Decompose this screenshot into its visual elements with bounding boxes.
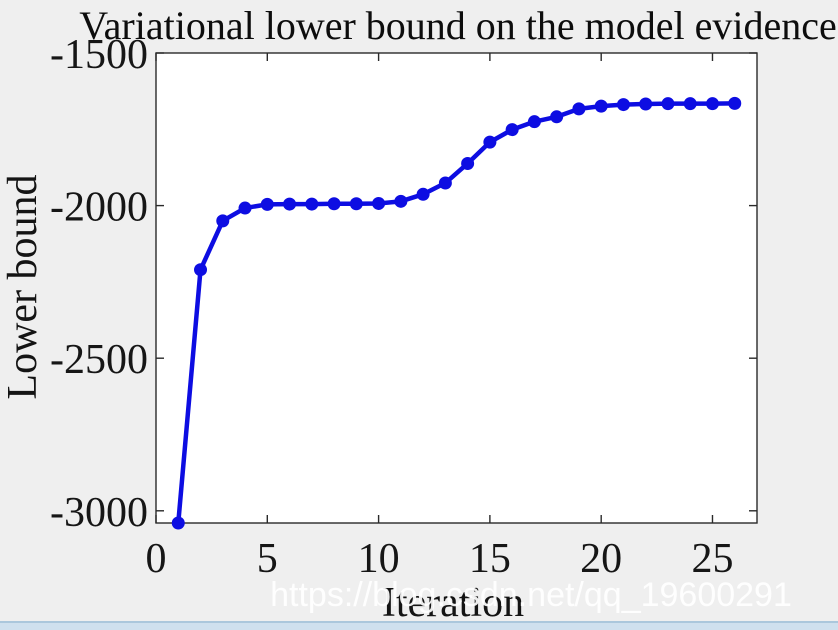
data-point-marker	[438, 176, 452, 190]
y-tick-label: -1500	[50, 32, 148, 78]
chart-title: Variational lower bound on the model evi…	[79, 3, 837, 48]
data-point-marker	[238, 201, 252, 215]
data-point-marker	[616, 98, 630, 112]
y-axis-label: Lower bound	[0, 174, 46, 400]
data-point-marker	[416, 187, 430, 201]
data-point-marker	[661, 97, 675, 111]
data-point-marker	[572, 102, 586, 116]
data-point-marker	[260, 197, 274, 211]
y-tick-label: -3000	[50, 490, 148, 536]
data-point-marker	[550, 110, 564, 124]
x-tick-label: 15	[469, 536, 511, 582]
x-tick-label: 10	[358, 536, 400, 582]
data-point-marker	[194, 263, 208, 277]
data-point-marker	[594, 99, 608, 113]
data-point-marker	[705, 97, 719, 111]
plot-area	[155, 52, 758, 524]
watermark-url: https://blog.csdn.net/qq_19600291	[270, 576, 792, 614]
data-point-marker	[305, 197, 319, 211]
data-point-marker	[683, 97, 697, 111]
y-tick-label: -2500	[50, 337, 148, 383]
x-axis-label: Iteration	[381, 580, 525, 626]
data-point-marker	[483, 135, 497, 149]
data-point-marker	[461, 156, 475, 170]
y-tick-label: -2000	[50, 185, 148, 231]
data-point-marker	[394, 194, 408, 208]
data-point-marker	[327, 197, 341, 211]
x-tick-label: 5	[257, 536, 278, 582]
x-tick-label: 0	[146, 536, 167, 582]
data-point-marker	[527, 115, 541, 129]
x-tick-label: 20	[580, 536, 622, 582]
data-point-marker	[639, 97, 653, 111]
bottom-page-strip	[0, 621, 838, 630]
data-point-marker	[283, 197, 297, 211]
x-tick-label: 25	[691, 536, 733, 582]
data-point-marker	[171, 516, 185, 530]
data-point-marker	[505, 123, 519, 137]
data-point-marker	[216, 214, 230, 228]
data-point-marker	[349, 197, 363, 211]
data-point-marker	[728, 96, 742, 110]
data-point-marker	[372, 196, 386, 210]
